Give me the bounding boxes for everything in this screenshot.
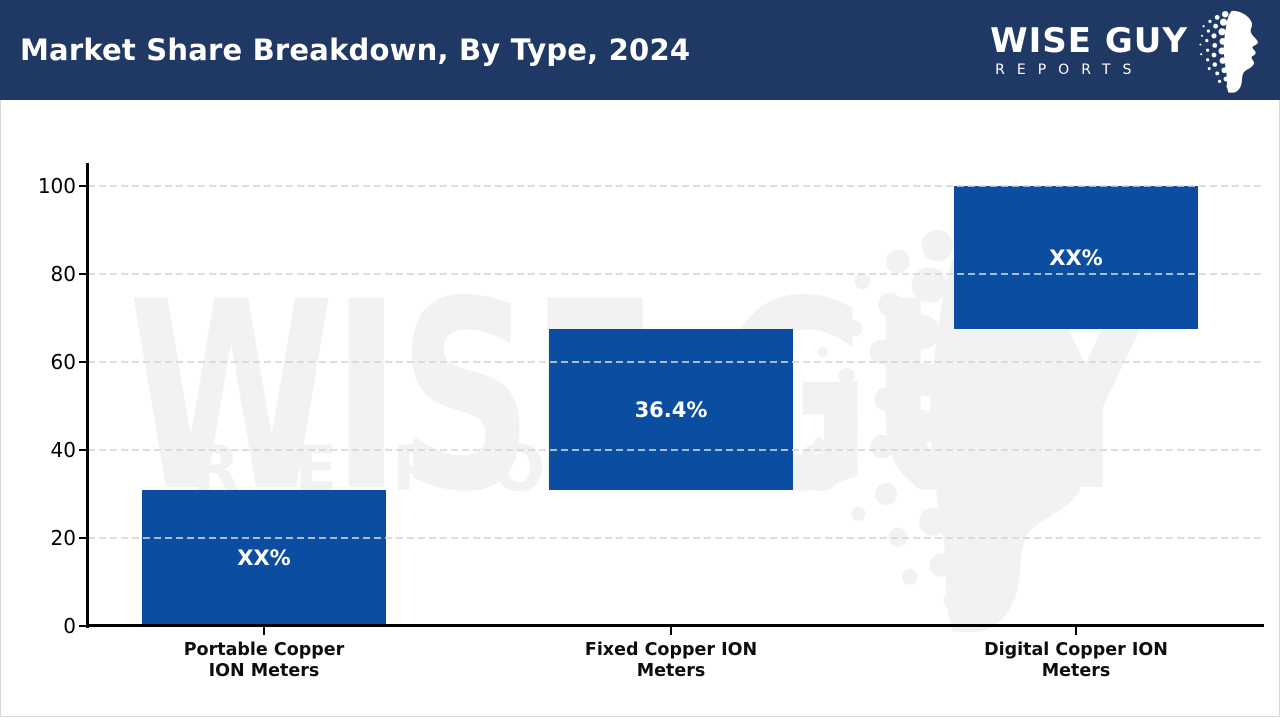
x-axis-label: Digital Copper ION Meters [926, 640, 1226, 682]
y-tick-60 [79, 361, 87, 363]
wise-guy-reports-logo: WISE GUY REPORTS [990, 9, 1270, 93]
y-axis-line [86, 163, 89, 628]
x-axis-label: Portable Copper ION Meters [114, 640, 414, 682]
x-axis-label-line: Digital Copper ION [984, 640, 1168, 660]
x-tick [670, 627, 672, 635]
x-axis-label-line: Portable Copper [183, 640, 345, 660]
logo-text: WISE GUY REPORTS [990, 23, 1188, 78]
y-tick-label-20: 20 [50, 526, 76, 550]
y-tick-label-40: 40 [50, 438, 76, 462]
y-tick-20 [79, 537, 87, 539]
y-tick-100 [79, 185, 87, 187]
page-title: Market Share Breakdown, By Type, 2024 [20, 33, 691, 67]
gridline-20 [88, 537, 1262, 539]
bar-segment: XX% [142, 489, 386, 626]
logo-wordmark: WISE GUY [990, 21, 1188, 61]
y-tick-40 [79, 449, 87, 451]
x-axis-label-line: Meters [636, 661, 706, 681]
gridline-80 [88, 273, 1262, 275]
gridline-100 [88, 185, 1262, 187]
bar-segment: 36.4% [549, 329, 793, 490]
logo-reports-text: REPORTS [995, 62, 1144, 78]
y-tick-0 [79, 625, 87, 627]
x-axis-label-line: Fixed Copper ION [584, 640, 758, 660]
y-tick-label-100: 100 [37, 174, 76, 198]
x-axis-line [86, 624, 1264, 627]
bar-value-label: 36.4% [634, 397, 708, 422]
x-tick [263, 627, 265, 635]
gridline-40 [88, 449, 1262, 451]
bar-value-label: XX% [1049, 245, 1103, 270]
gridline-60 [88, 361, 1262, 363]
x-axis-label: Fixed Copper ION Meters [521, 640, 821, 682]
header-bar: Market Share Breakdown, By Type, 2024 WI… [0, 0, 1280, 100]
y-tick-80 [79, 273, 87, 275]
x-axis-label-line: Meters [1041, 661, 1111, 681]
x-axis-label-line: ION Meters [208, 661, 320, 681]
bar-segment: XX% [954, 186, 1198, 330]
bar-value-label: XX% [237, 545, 291, 570]
logo-head-icon [1199, 10, 1258, 93]
y-tick-label-80: 80 [50, 262, 76, 286]
y-tick-label-60: 60 [50, 350, 76, 374]
x-tick [1075, 627, 1077, 635]
y-tick-label-0: 0 [63, 614, 76, 638]
